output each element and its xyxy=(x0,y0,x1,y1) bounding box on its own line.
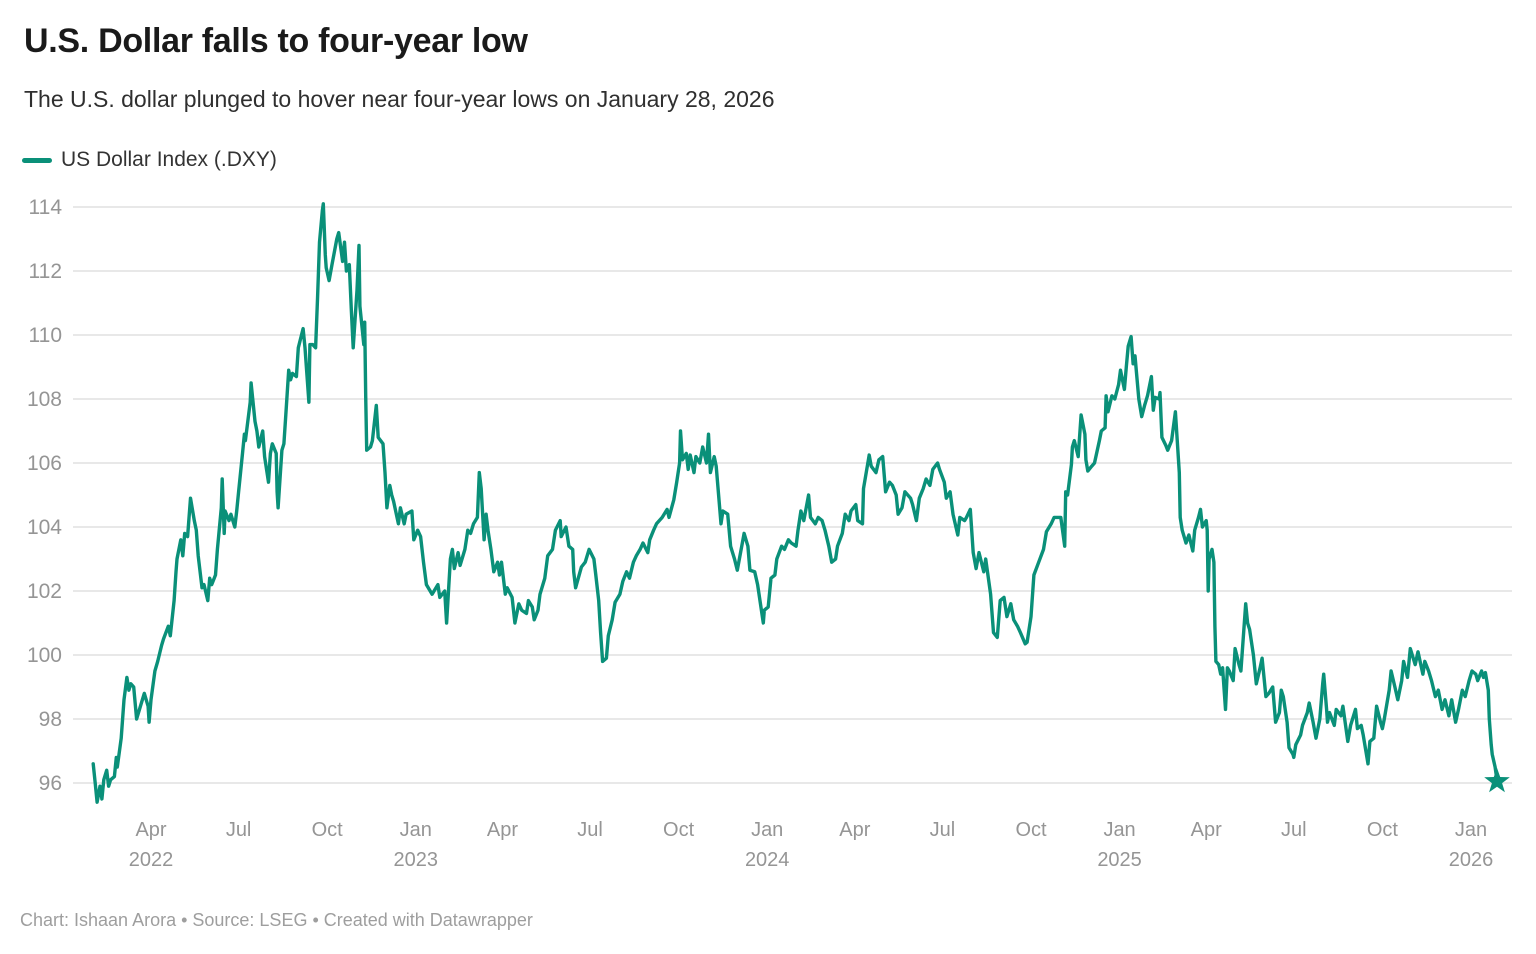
x-axis-tick-label: Jan xyxy=(1455,819,1487,841)
y-axis-tick-label: 108 xyxy=(27,388,62,411)
x-axis-year-label: 2023 xyxy=(394,849,439,871)
x-axis-tick-label: Jul xyxy=(577,819,603,841)
x-axis-year-label: 2024 xyxy=(745,849,790,871)
y-axis-tick-label: 112 xyxy=(29,260,62,283)
chart-title: U.S. Dollar falls to four-year low xyxy=(24,22,528,60)
x-axis-year-label: 2025 xyxy=(1097,849,1142,871)
x-axis-year-label: 2026 xyxy=(1449,849,1494,871)
x-axis-tick-label: Oct xyxy=(312,819,344,841)
x-axis-tick-label: Apr xyxy=(839,819,870,841)
x-axis-tick-label: Jan xyxy=(1103,819,1135,841)
x-axis-tick-label: Jul xyxy=(930,819,956,841)
y-axis-tick-label: 114 xyxy=(29,196,63,219)
x-axis-tick-label: Jan xyxy=(400,819,432,841)
y-axis-tick-label: 96 xyxy=(39,772,62,795)
y-axis-tick-label: 104 xyxy=(27,516,62,539)
x-axis-tick-label: Oct xyxy=(1015,819,1047,841)
y-axis-tick-label: 100 xyxy=(27,644,62,667)
end-star-marker[interactable] xyxy=(1484,767,1510,793)
footer-credit: Chart: Ishaan Arora • Source: LSEG • Cre… xyxy=(20,910,533,930)
legend: US Dollar Index (.DXY) xyxy=(22,148,277,172)
x-axis-tick-label: Jul xyxy=(1281,819,1307,841)
y-axis-tick-label: 110 xyxy=(29,324,62,347)
x-axis-tick-label: Oct xyxy=(663,819,695,841)
chart-subtitle: The U.S. dollar plunged to hover near fo… xyxy=(24,86,775,112)
x-axis-tick-label: Apr xyxy=(135,819,166,841)
y-axis-tick-label: 98 xyxy=(39,708,62,731)
y-axis-tick-label: 106 xyxy=(27,452,62,475)
x-axis-tick-label: Jan xyxy=(751,819,783,841)
y-axis-tick-label: 102 xyxy=(27,580,62,603)
x-axis-tick-label: Jul xyxy=(226,819,252,841)
x-axis-tick-label: Oct xyxy=(1367,819,1399,841)
x-axis-tick-label: Apr xyxy=(487,819,518,841)
dxy-line[interactable] xyxy=(91,202,1499,804)
x-axis-tick-label: Apr xyxy=(1191,819,1222,841)
legend-line-swatch-icon xyxy=(22,157,52,163)
legend-series-label: US Dollar Index (.DXY) xyxy=(61,148,277,171)
x-axis-year-label: 2022 xyxy=(129,849,174,871)
